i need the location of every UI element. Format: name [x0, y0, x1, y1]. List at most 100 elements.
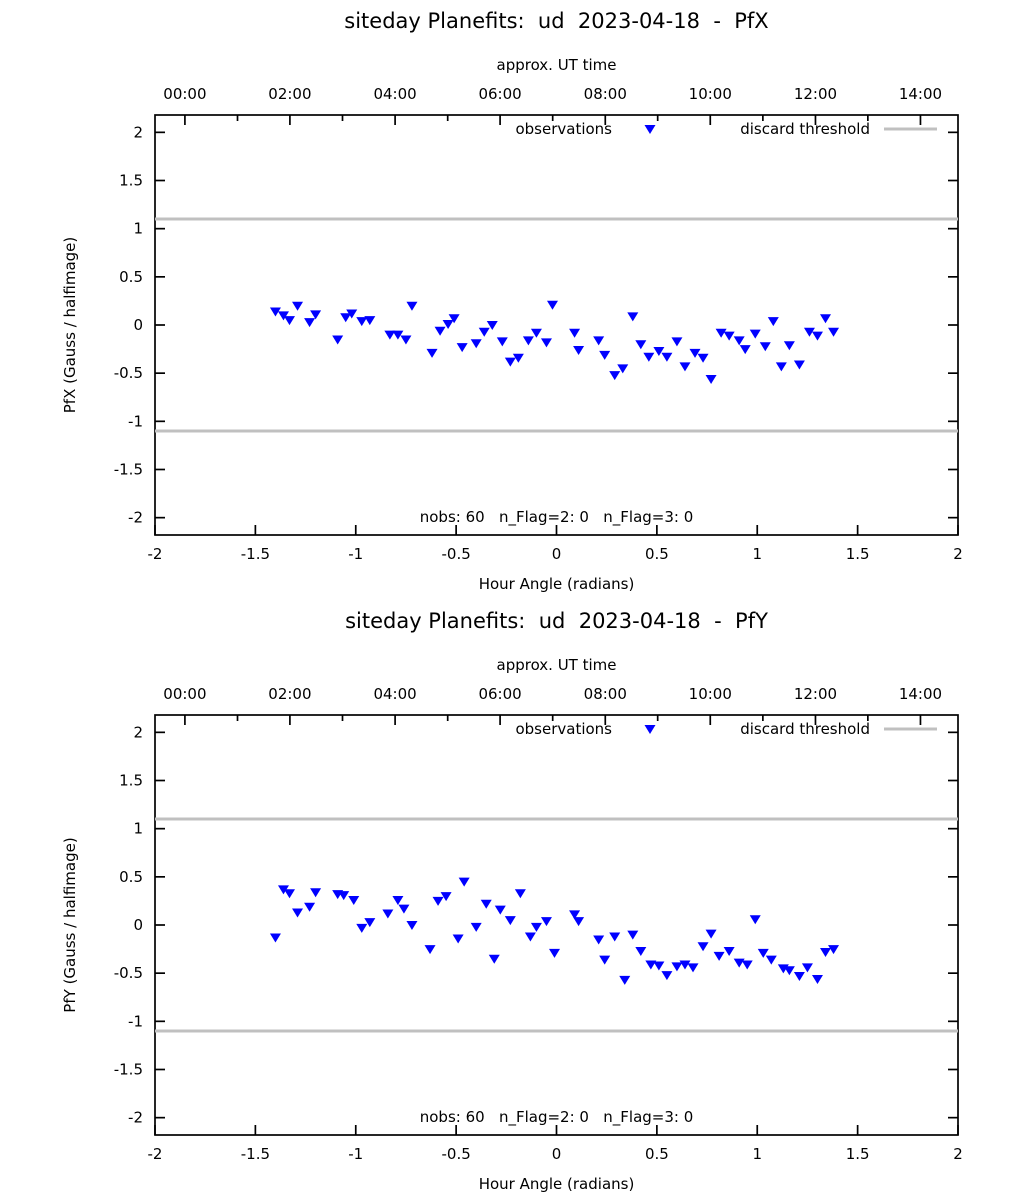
data-point — [546, 300, 558, 310]
ut-tick-label: 08:00 — [584, 685, 627, 703]
data-point — [733, 958, 745, 968]
data-point — [599, 955, 611, 965]
data-point — [340, 313, 352, 323]
data-point — [356, 317, 368, 327]
x-tick-label: 1 — [752, 1145, 762, 1163]
x-axis-label: Hour Angle (radians) — [479, 575, 635, 593]
x-tick-label: 2 — [953, 1145, 963, 1163]
data-point — [573, 917, 585, 927]
data-point — [783, 341, 795, 351]
x-tick-label: -1 — [348, 545, 363, 563]
data-point — [292, 301, 304, 311]
y-tick-label: -0.5 — [114, 364, 143, 382]
x-tick-label: 0.5 — [645, 545, 669, 563]
ut-tick-label: 06:00 — [478, 85, 521, 103]
ut-tick-label: 04:00 — [373, 685, 416, 703]
data-point — [494, 905, 506, 915]
ut-tick-label: 04:00 — [373, 85, 416, 103]
legend-observations-label: observations — [515, 120, 612, 138]
ut-tick-label: 02:00 — [268, 85, 311, 103]
data-point — [671, 962, 683, 972]
data-point — [793, 360, 805, 370]
data-point — [304, 902, 316, 912]
x-tick-label: -0.5 — [441, 1145, 470, 1163]
data-point — [687, 963, 699, 973]
y-tick-label: 0.5 — [119, 268, 143, 286]
data-point — [775, 362, 787, 372]
ut-tick-label: 14:00 — [899, 685, 942, 703]
data-point — [470, 339, 482, 349]
top-axis-label: approx. UT time — [497, 656, 617, 674]
y-tick-label: 1 — [133, 220, 143, 238]
data-point — [749, 329, 761, 339]
y-tick-label: 0 — [133, 916, 143, 934]
y-tick-label: -1.5 — [114, 1060, 143, 1078]
data-point — [820, 947, 832, 957]
data-point — [820, 314, 832, 324]
data-point — [456, 343, 468, 353]
data-point — [643, 352, 655, 362]
y-tick-label: -2 — [128, 509, 143, 527]
data-point — [645, 960, 657, 970]
x-tick-label: 1 — [752, 545, 762, 563]
data-point — [697, 942, 709, 952]
x-tick-label: 1.5 — [846, 1145, 870, 1163]
pfx-chart: siteday Planefits: ud 2023-04-18 - PfX ap… — [61, 9, 963, 593]
data-point — [452, 934, 464, 944]
data-point — [514, 889, 526, 899]
data-point — [424, 945, 436, 955]
chart-title: siteday Planefits: ud 2023-04-18 - PfX — [344, 9, 768, 33]
data-point — [723, 331, 735, 341]
data-point — [304, 318, 316, 328]
data-point — [757, 948, 769, 958]
data-point — [540, 338, 552, 348]
ut-tick-label: 00:00 — [163, 85, 206, 103]
data-point — [793, 972, 805, 982]
data-point — [599, 350, 611, 360]
data-point — [715, 328, 727, 338]
data-point — [284, 316, 296, 326]
data-point — [593, 935, 605, 945]
ut-tick-label: 12:00 — [794, 685, 837, 703]
chart-title: siteday Planefits: ud 2023-04-18 - PfY — [345, 609, 768, 633]
x-tick-label: 0.5 — [645, 1145, 669, 1163]
data-point — [653, 961, 665, 971]
y-tick-label: -1.5 — [114, 460, 143, 478]
data-point — [828, 945, 840, 955]
data-point — [713, 951, 725, 961]
data-point — [530, 328, 542, 338]
data-point — [400, 335, 412, 345]
data-point — [627, 312, 639, 322]
y-tick-label: -1 — [128, 1012, 143, 1030]
data-point — [292, 908, 304, 918]
x-tick-label: -1 — [348, 1145, 363, 1163]
nobs-annotation: nobs: 60 n_Flag=2: 0 n_Flag=3: 0 — [420, 1108, 694, 1127]
legend-observations-label: observations — [515, 720, 612, 738]
data-point — [310, 888, 322, 898]
data-point — [448, 314, 460, 324]
data-point — [522, 336, 534, 346]
data-point — [811, 974, 823, 984]
data-point — [488, 954, 500, 964]
y-tick-label: 0 — [133, 316, 143, 334]
data-point — [679, 362, 691, 372]
data-point — [406, 301, 418, 311]
x-tick-label: 0 — [552, 1145, 562, 1163]
x-tick-label: -2 — [148, 545, 163, 563]
data-point — [364, 918, 376, 928]
data-point — [783, 966, 795, 976]
top-axis-label: approx. UT time — [497, 56, 617, 74]
data-point — [569, 328, 581, 338]
data-point — [346, 309, 358, 319]
y-axis-label: PfX (Gauss / halfimage) — [61, 237, 79, 413]
data-point — [512, 353, 524, 363]
y-tick-label: 2 — [133, 123, 143, 141]
y-tick-label: 1.5 — [119, 772, 143, 790]
plot-border — [154, 114, 959, 536]
data-point — [392, 330, 404, 340]
data-point — [382, 909, 394, 919]
data-point — [524, 932, 536, 942]
data-point — [440, 892, 452, 902]
data-point — [653, 347, 665, 357]
